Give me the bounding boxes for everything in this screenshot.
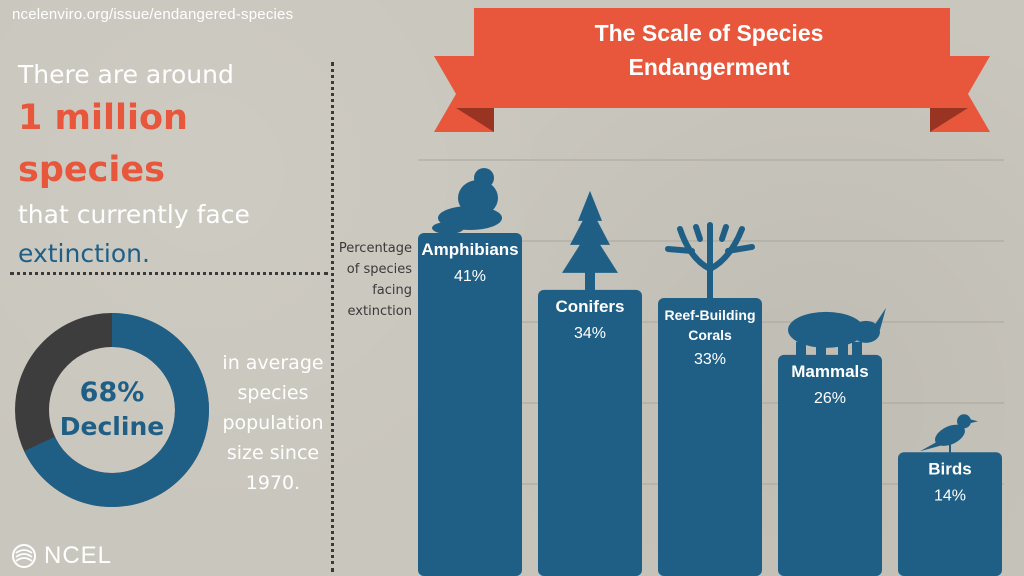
donut-label: Decline <box>59 412 165 441</box>
bar-value-label: 26% <box>814 390 846 407</box>
coral-icon <box>665 221 755 302</box>
donut-arc <box>15 313 209 507</box>
frog-icon <box>432 168 502 234</box>
bar-label: Corals <box>688 327 732 343</box>
bar-value-label: 33% <box>694 351 726 368</box>
ncel-logo-icon <box>12 544 36 568</box>
bar-value-label: 34% <box>574 325 606 342</box>
bar-label: Mammals <box>791 362 868 381</box>
bar-conifers <box>538 289 642 576</box>
banner-main <box>474 8 950 108</box>
source-url[interactable]: ncelenviro.org/issue/endangered-species <box>12 6 294 23</box>
ncel-logo-text: NCEL <box>44 542 113 569</box>
y-axis-label-line-1: Percentage <box>338 241 412 256</box>
decline-donut: 68% Decline <box>12 310 212 510</box>
headline-line-4: extinction. <box>18 239 150 268</box>
donut-ring <box>15 313 209 507</box>
bar-label: Birds <box>928 459 971 478</box>
bar-label: Reef-Building <box>665 307 756 323</box>
banner-right-fold <box>930 108 968 132</box>
headline-line-2: 1 million species <box>18 98 188 190</box>
ncel-logo[interactable]: NCEL <box>10 542 112 570</box>
donut-percent: 68% <box>79 377 145 408</box>
chart-title-line-1: The Scale of Species <box>594 20 824 46</box>
pine-tree-icon <box>562 190 618 291</box>
banner-left-fold <box>456 108 494 132</box>
headline-line-1: There are around <box>18 60 234 89</box>
bar-amphibians <box>418 233 522 576</box>
bar-reef-building-corals <box>658 297 762 576</box>
donut-caption: in average species population size since… <box>222 352 324 494</box>
bar-birds <box>898 452 1002 576</box>
bar-value-label: 41% <box>454 268 486 285</box>
donut-center-text: 68% Decline <box>12 310 212 510</box>
bar-label: Conifers <box>556 297 625 316</box>
y-axis-label-line-2: of species <box>346 262 412 277</box>
rhino-icon <box>788 307 886 356</box>
y-axis-label: Percentage of species facing extinction <box>330 238 412 322</box>
chart-title: The Scale of Species Endangerment <box>474 16 944 84</box>
y-axis-label-line-3: facing <box>372 283 412 298</box>
bar-value-label: 14% <box>934 487 966 504</box>
headline-line-3: that currently face <box>18 200 250 229</box>
bar-mammals <box>778 354 882 576</box>
headline: There are around 1 million species that … <box>18 58 328 274</box>
bird-icon <box>920 414 978 454</box>
y-axis-label-line-4: extinction <box>347 304 412 319</box>
chart-title-line-2: Endangerment <box>628 54 790 80</box>
title-banner <box>434 8 990 132</box>
bar-label: Amphibians <box>421 240 518 259</box>
vertical-divider <box>331 62 334 572</box>
horizontal-divider <box>10 272 328 275</box>
